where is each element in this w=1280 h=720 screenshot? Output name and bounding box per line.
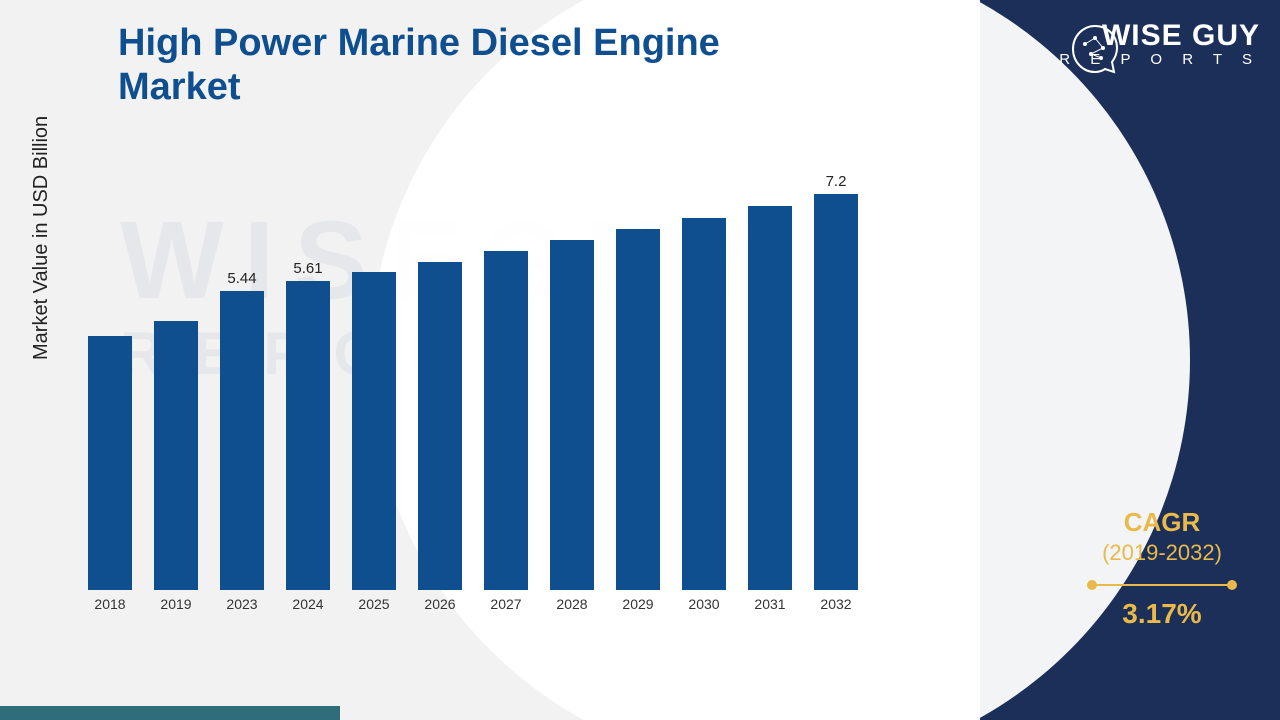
footer-accent-bar — [0, 706, 340, 720]
bar — [748, 206, 792, 590]
bar-value-label: 5.61 — [278, 260, 338, 277]
bar — [616, 229, 660, 590]
bar — [484, 251, 528, 590]
bar — [550, 240, 594, 590]
bar — [220, 291, 264, 590]
cagr-separator — [1092, 584, 1232, 586]
bar — [88, 336, 132, 590]
x-category-label: 2028 — [544, 596, 600, 612]
brand-logo: WISE GUY R E P O R T S — [1059, 20, 1260, 67]
bar — [154, 321, 198, 591]
cagr-range: (2019-2032) — [1072, 540, 1252, 566]
y-axis-label: Market Value in USD Billion — [30, 116, 53, 360]
bar-value-label: 7.2 — [806, 173, 866, 190]
logo-line2: R E P O R T S — [1059, 52, 1260, 68]
bar-chart: 5.445.617.2 2018201920232024202520262027… — [88, 150, 888, 620]
x-category-label: 2027 — [478, 596, 534, 612]
cagr-label: CAGR — [1072, 507, 1252, 538]
bar — [682, 218, 726, 590]
x-category-label: 2031 — [742, 596, 798, 612]
bar — [352, 272, 396, 590]
plot-area: 5.44 5.61 7.2 — [88, 150, 888, 590]
x-category-label: 2024 — [280, 596, 336, 612]
x-category-label: 2029 — [610, 596, 666, 612]
bar — [286, 281, 330, 590]
right-panel: WISE GUY R E P O R T S CAGR (2019-2032) … — [980, 0, 1280, 720]
x-category-label: 2025 — [346, 596, 402, 612]
x-category-label: 2023 — [214, 596, 270, 612]
bar — [418, 262, 462, 590]
chart-title: High Power Marine Diesel Engine Market — [118, 22, 838, 109]
x-category-label: 2032 — [808, 596, 864, 612]
x-category-label: 2030 — [676, 596, 732, 612]
x-category-label: 2019 — [148, 596, 204, 612]
bar — [814, 194, 858, 590]
bar-value-label: 5.44 — [212, 270, 272, 287]
cagr-box: CAGR (2019-2032) 3.17% — [1072, 507, 1252, 630]
x-category-label: 2018 — [82, 596, 138, 612]
x-category-label: 2026 — [412, 596, 468, 612]
stage: WISEGUYREPORTS WISE GUY R E P O R T S CA… — [0, 0, 1280, 720]
logo-line1: WISE GUY — [1059, 20, 1260, 52]
cagr-value: 3.17% — [1072, 598, 1252, 630]
